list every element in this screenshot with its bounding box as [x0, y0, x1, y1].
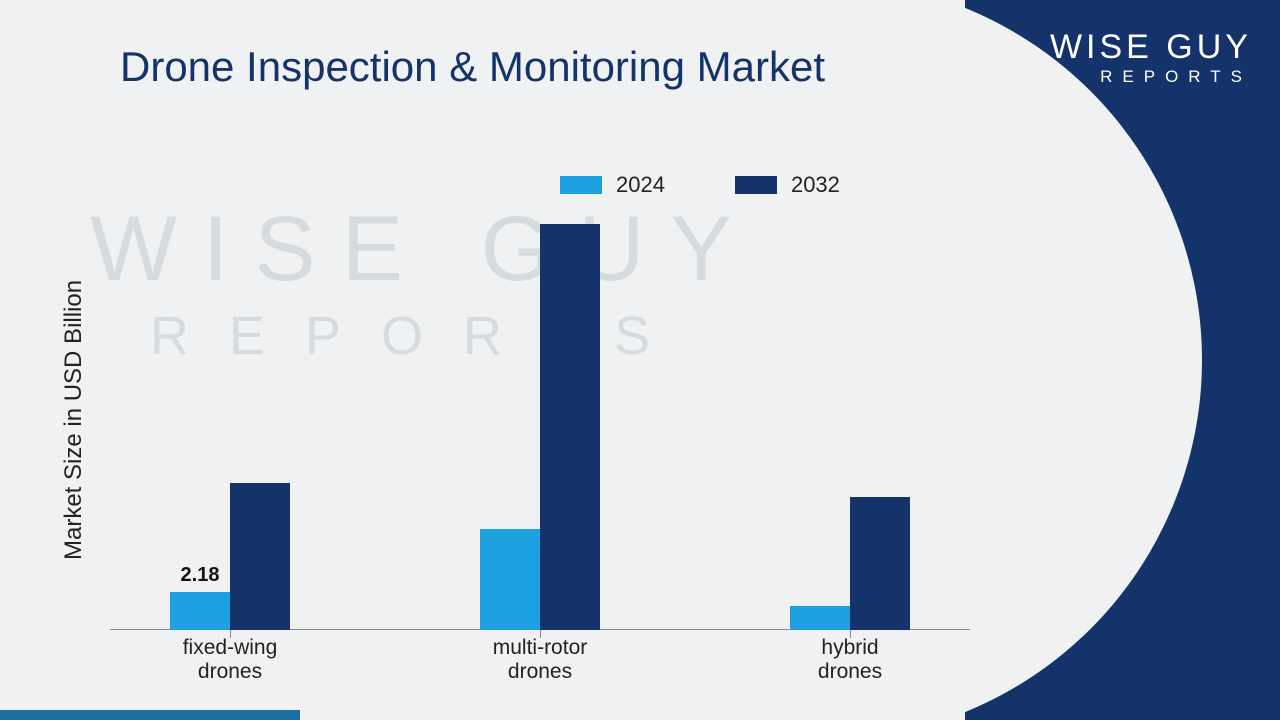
legend-label-2032: 2032 [791, 172, 840, 198]
category-group: 2.18fixed-wingdrones [170, 210, 290, 630]
bar [480, 529, 540, 631]
legend-swatch-2024 [560, 176, 602, 194]
bar [850, 497, 910, 630]
legend-item-2024: 2024 [560, 172, 665, 198]
bar [230, 483, 290, 630]
bar [790, 606, 850, 631]
bar [540, 224, 600, 630]
bar-pair: 2.18 [170, 210, 290, 630]
legend-label-2024: 2024 [616, 172, 665, 198]
category-label: fixed-wingdrones [170, 636, 290, 684]
chart-canvas: WISE GUY REPORTS Drone Inspection & Moni… [0, 0, 1280, 720]
bottom-accent-bar [0, 710, 300, 720]
y-axis-label: Market Size in USD Billion [60, 280, 88, 560]
legend-item-2032: 2032 [735, 172, 840, 198]
category-group: multi-rotordrones [480, 210, 600, 630]
category-group: hybriddrones [790, 210, 910, 630]
bar-pair [790, 210, 910, 630]
legend: 2024 2032 [560, 172, 840, 198]
logo-line2: REPORTS [1050, 68, 1252, 86]
plot-area: 2.18fixed-wingdrones multi-rotordrones hyb… [110, 210, 970, 630]
logo-line1: WISE GUY [1050, 30, 1252, 66]
bar-pair [480, 210, 600, 630]
brand-logo: WISE GUY REPORTS [1050, 30, 1252, 86]
legend-swatch-2032 [735, 176, 777, 194]
bar: 2.18 [170, 592, 230, 630]
chart-title: Drone Inspection & Monitoring Market [120, 42, 840, 92]
category-label: multi-rotordrones [480, 636, 600, 684]
bar-value-label: 2.18 [181, 564, 220, 587]
category-label: hybriddrones [790, 636, 910, 684]
